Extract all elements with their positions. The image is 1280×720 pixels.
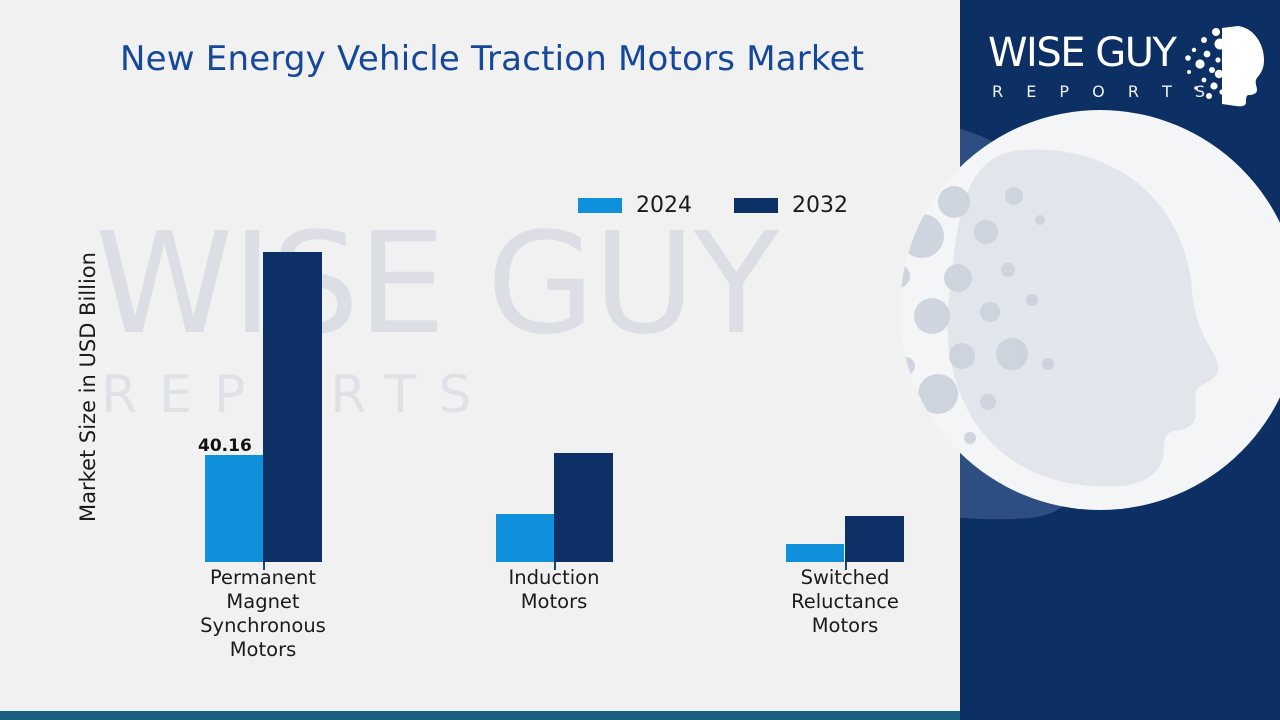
axis-tick-1 (263, 562, 265, 570)
page-title: New Energy Vehicle Traction Motors Marke… (120, 39, 865, 79)
category-line: Permanent (209, 566, 317, 589)
bar-2032-permanent-magnet-synchronous-motors[interactable] (263, 252, 322, 562)
logo-head-profile-icon (1185, 26, 1264, 107)
category-line: Induction (508, 566, 600, 589)
bar-2032-induction-motors[interactable] (554, 453, 613, 562)
brand-logo: WISE GUY R E P O R T S (982, 26, 1264, 120)
category-line: Synchronous (200, 613, 326, 637)
bar-value-label-permanent-magnet: 40.16 (198, 436, 252, 456)
legend-item-2032[interactable]: 2032 (734, 193, 848, 218)
bottom-accent-strip (0, 711, 960, 720)
brand-logo-subtitle: R E P O R T S (992, 82, 1215, 101)
hero-circle-graphic (900, 110, 1280, 510)
dotted-head-icon (900, 149, 1219, 487)
legend-swatch-2024 (578, 198, 622, 213)
bar-2032-switched-reluctance-motors[interactable] (845, 516, 904, 562)
category-line: Reluctance (791, 589, 899, 613)
legend-item-2024[interactable]: 2024 (578, 193, 692, 218)
category-line: Motors (811, 613, 879, 637)
category-label-permanent-magnet-synchronous-motors: Permanent Magnet Synchronous Motors (163, 566, 363, 662)
bar-2024-induction-motors[interactable] (496, 514, 554, 562)
legend-label-2032: 2032 (792, 193, 848, 218)
bar-2024-switched-reluctance-motors[interactable] (786, 544, 844, 562)
category-line: Magnet (226, 589, 300, 613)
category-label-switched-reluctance-motors: Switched Reluctance Motors (745, 566, 945, 638)
brand-logo-wordmark: WISE GUY (988, 30, 1177, 76)
chart-legend: 2024 2032 (578, 193, 848, 218)
bar-2024-permanent-magnet-synchronous-motors[interactable] (205, 455, 263, 562)
legend-swatch-2032 (734, 198, 778, 213)
category-line: Motors (229, 637, 297, 661)
plot-area: 40.16 Permanent Magnet Synchronous Motor… (163, 252, 945, 662)
axis-tick-2 (554, 562, 556, 570)
category-line: Motors (520, 589, 588, 613)
category-label-induction-motors: Induction Motors (454, 566, 654, 614)
category-line: Switched (800, 566, 890, 589)
axis-tick-3 (845, 562, 847, 570)
legend-label-2024: 2024 (636, 193, 692, 218)
